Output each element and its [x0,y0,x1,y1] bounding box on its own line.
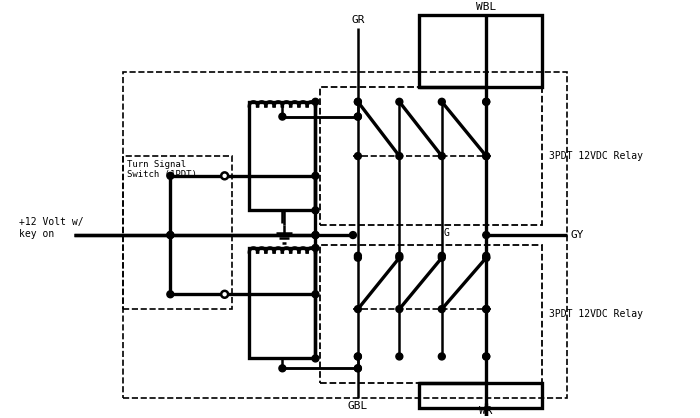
Circle shape [312,207,319,214]
Bar [419,383,542,408]
Bar [249,102,316,210]
Text: WR: WR [480,406,493,416]
Circle shape [279,365,286,372]
Bar [249,248,316,359]
Circle shape [396,98,402,105]
Circle shape [167,172,174,179]
Circle shape [483,98,490,105]
Circle shape [483,153,490,160]
Bar [123,156,232,309]
Circle shape [221,172,228,179]
Circle shape [354,365,361,372]
Circle shape [438,254,445,261]
Circle shape [354,365,361,372]
Circle shape [312,355,319,362]
Circle shape [312,291,319,298]
Text: GBL: GBL [348,401,368,411]
Circle shape [354,252,361,259]
Circle shape [483,254,490,261]
Circle shape [312,245,319,251]
Text: +12 Volt w/
key on: +12 Volt w/ key on [20,217,84,239]
Circle shape [438,353,445,360]
Circle shape [483,306,490,313]
Text: GR: GR [351,15,365,25]
Circle shape [354,353,361,360]
Circle shape [438,153,445,160]
Circle shape [396,254,402,261]
Circle shape [396,252,402,259]
Circle shape [483,153,490,160]
Circle shape [167,232,174,239]
Circle shape [312,232,319,239]
Circle shape [354,254,361,261]
Circle shape [483,254,490,261]
Bar [321,87,542,225]
Bar [321,245,542,383]
Circle shape [354,98,361,105]
Circle shape [167,291,174,298]
Circle shape [354,113,361,120]
Circle shape [396,306,402,313]
Text: G: G [444,228,449,238]
Circle shape [438,306,445,313]
Circle shape [354,153,361,160]
Circle shape [483,98,490,105]
Circle shape [438,98,445,105]
Circle shape [167,232,174,239]
Circle shape [354,98,361,105]
Text: WBL: WBL [476,2,496,12]
Circle shape [483,252,490,259]
Circle shape [396,153,402,160]
Circle shape [483,353,490,360]
Circle shape [312,172,319,179]
Circle shape [396,353,402,360]
Circle shape [279,113,286,120]
Bar [123,72,567,398]
Text: 3PDT 12VDC Relay: 3PDT 12VDC Relay [550,309,643,319]
Circle shape [312,232,319,239]
Text: GY: GY [570,230,584,240]
Circle shape [349,232,356,239]
Circle shape [483,353,490,360]
Text: Turn Signal
Switch (1PDT): Turn Signal Switch (1PDT) [127,160,197,179]
Circle shape [483,306,490,313]
Circle shape [312,98,319,105]
Circle shape [354,353,361,360]
Circle shape [438,252,445,259]
Circle shape [354,113,361,120]
Bar [419,15,542,87]
Circle shape [221,291,228,298]
Circle shape [483,232,490,239]
Text: 3PDT 12VDC Relay: 3PDT 12VDC Relay [550,151,643,161]
Circle shape [354,306,361,313]
